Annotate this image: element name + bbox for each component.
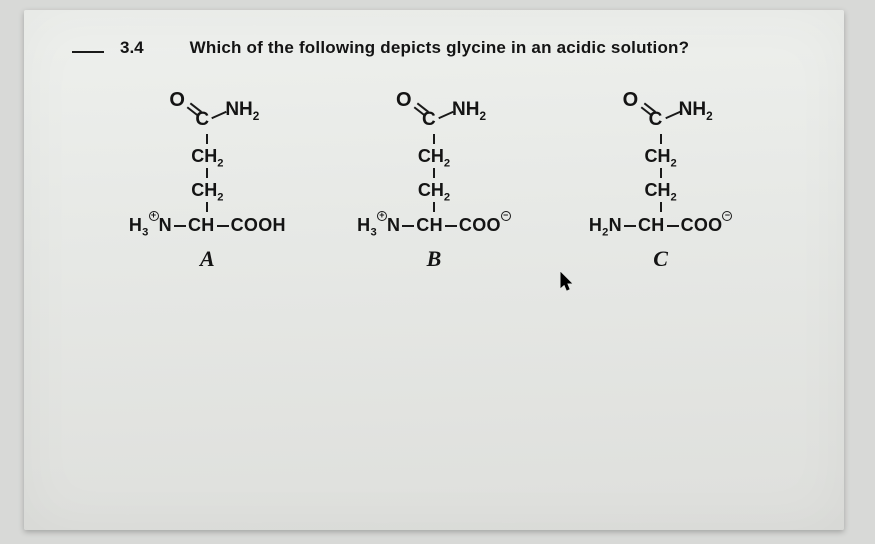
atom-o: O [169, 90, 185, 110]
bond-icon [217, 225, 229, 227]
vertical-bond-icon [433, 134, 435, 144]
question-number: 3.4 [120, 38, 144, 58]
bond-icon [174, 225, 186, 227]
bond-icon [624, 225, 636, 227]
carboxyl: COO [681, 215, 723, 235]
choice-label-c: C [653, 246, 668, 272]
vertical-bond-icon [206, 134, 208, 144]
structure-a: O C NH2 CH2 CH2 H3N CH COOH [129, 90, 286, 234]
amide-group: O C NH2 [611, 90, 711, 134]
atom-c: C [195, 110, 209, 129]
choice-label-b: B [427, 246, 442, 272]
answer-blank [72, 39, 104, 53]
backbone-a: H3N CH COOH [129, 215, 286, 234]
atom-nh2: NH2 [452, 100, 486, 119]
amine-group: H3N [129, 215, 172, 235]
vertical-bond-icon [660, 134, 662, 144]
central-ch: CH [188, 215, 215, 235]
vertical-bond-icon [206, 168, 208, 178]
negative-charge-icon [501, 211, 511, 221]
choice-c: O C NH2 CH2 CH2 H2N CH COO C [561, 90, 761, 272]
central-ch: CH [638, 215, 665, 235]
vertical-bond-icon [206, 202, 208, 212]
chain: CH2 CH2 [589, 133, 733, 213]
atom-o: O [623, 90, 639, 110]
atom-nh2: NH2 [225, 100, 259, 119]
question-line: 3.4 Which of the following depicts glyci… [72, 38, 804, 58]
bond-icon [667, 225, 679, 227]
positive-charge-icon [149, 211, 159, 221]
atom-c: C [422, 110, 436, 129]
atom-nh2: NH2 [679, 100, 713, 119]
amine-group: H2N [589, 215, 622, 235]
vertical-bond-icon [660, 202, 662, 212]
choice-label-a: A [200, 246, 215, 272]
ch2-2: CH2 [191, 181, 223, 199]
structure-b: O C NH2 CH2 CH2 H3N CH COO [357, 90, 511, 234]
ch2-2: CH2 [645, 181, 677, 199]
ch2-1: CH2 [191, 147, 223, 165]
chain: CH2 CH2 [129, 133, 286, 213]
atom-c: C [649, 110, 663, 129]
ch2-2: CH2 [418, 181, 450, 199]
bond-icon [402, 225, 414, 227]
document-paper: 3.4 Which of the following depicts glyci… [24, 10, 844, 530]
question-text: Which of the following depicts glycine i… [190, 38, 690, 58]
central-ch: CH [416, 215, 443, 235]
amide-group: O C NH2 [157, 90, 257, 134]
structure-c: O C NH2 CH2 CH2 H2N CH COO [589, 90, 733, 234]
atom-o: O [396, 90, 412, 110]
bond-icon [445, 225, 457, 227]
amide-group: O C NH2 [384, 90, 484, 134]
backbone-c: H2N CH COO [589, 215, 733, 234]
choice-a: O C NH2 CH2 CH2 H3N CH COOH A [107, 90, 307, 272]
backbone-b: H3N CH COO [357, 215, 511, 234]
choices-row: O C NH2 CH2 CH2 H3N CH COOH A [64, 90, 804, 272]
carboxyl: COOH [231, 215, 286, 235]
vertical-bond-icon [433, 202, 435, 212]
vertical-bond-icon [660, 168, 662, 178]
vertical-bond-icon [433, 168, 435, 178]
positive-charge-icon [377, 211, 387, 221]
amine-group: H3N [357, 215, 400, 235]
negative-charge-icon [722, 211, 732, 221]
chain: CH2 CH2 [357, 133, 511, 213]
ch2-1: CH2 [418, 147, 450, 165]
carboxyl: COO [459, 215, 501, 235]
ch2-1: CH2 [645, 147, 677, 165]
choice-b: O C NH2 CH2 CH2 H3N CH COO B [334, 90, 534, 272]
